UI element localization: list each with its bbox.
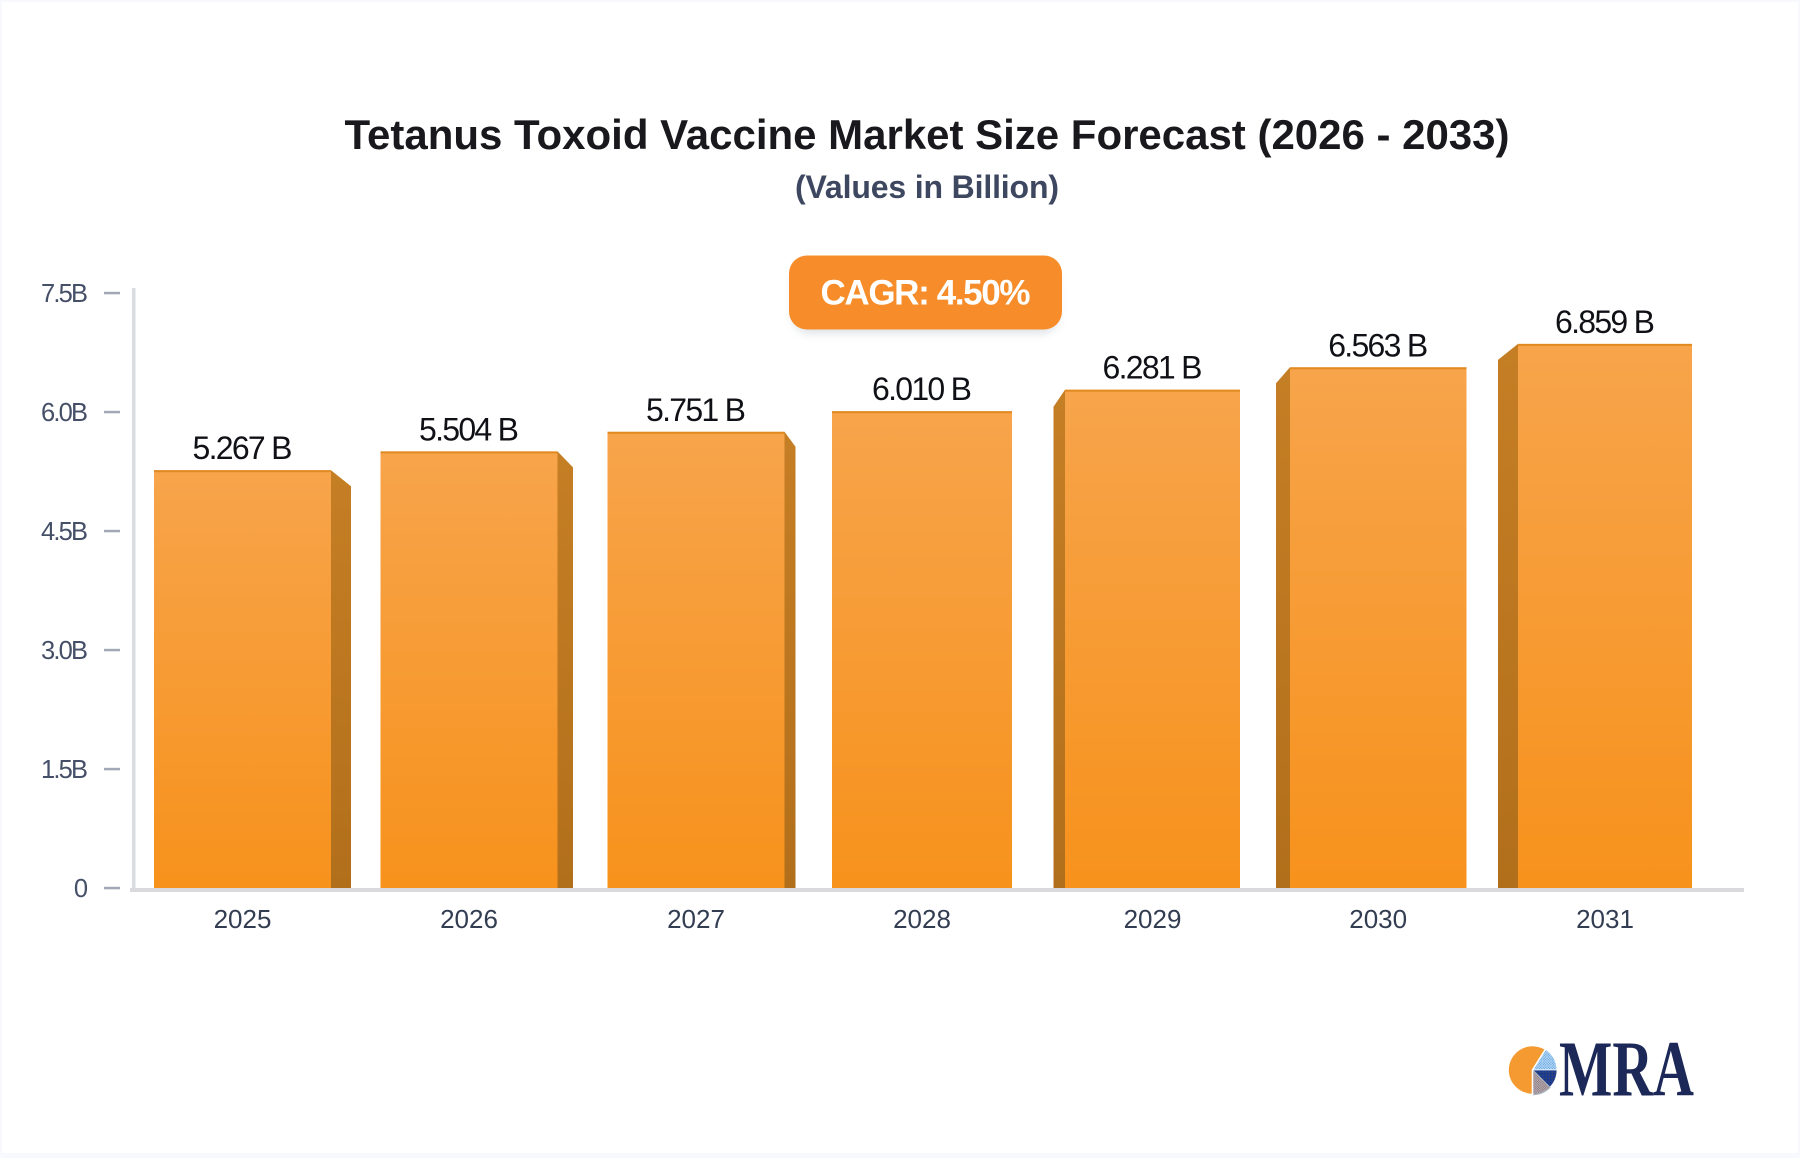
svg-text:7.5B: 7.5B xyxy=(41,280,88,308)
svg-text:5.267 B: 5.267 B xyxy=(193,430,293,466)
svg-text:6.563 B: 6.563 B xyxy=(1328,327,1428,363)
svg-text:6.010 B: 6.010 B xyxy=(872,371,972,407)
svg-text:2026: 2026 xyxy=(440,904,498,934)
svg-text:6.859 B: 6.859 B xyxy=(1555,304,1655,340)
svg-text:2025: 2025 xyxy=(214,904,272,934)
svg-text:2030: 2030 xyxy=(1349,904,1407,934)
svg-text:Tetanus Toxoid Vaccine Market: Tetanus Toxoid Vaccine Market Size Forec… xyxy=(345,111,1510,158)
svg-text:(Values in Billion): (Values in Billion) xyxy=(795,169,1059,205)
svg-text:5.751 B: 5.751 B xyxy=(646,392,746,428)
svg-text:5.504 B: 5.504 B xyxy=(419,411,519,447)
svg-text:2028: 2028 xyxy=(893,904,951,934)
svg-text:1.5B: 1.5B xyxy=(41,756,88,784)
svg-text:6.0B: 6.0B xyxy=(41,399,88,427)
svg-text:6.281 B: 6.281 B xyxy=(1103,350,1203,386)
svg-text:2031: 2031 xyxy=(1576,904,1634,934)
svg-text:0: 0 xyxy=(74,875,88,903)
svg-text:CAGR: 4.50%: CAGR: 4.50% xyxy=(821,274,1031,313)
svg-text:MRA: MRA xyxy=(1559,1027,1694,1114)
svg-text:2027: 2027 xyxy=(667,904,725,934)
svg-text:3.0B: 3.0B xyxy=(41,637,88,665)
svg-text:2029: 2029 xyxy=(1124,904,1182,934)
svg-text:4.5B: 4.5B xyxy=(41,518,88,546)
